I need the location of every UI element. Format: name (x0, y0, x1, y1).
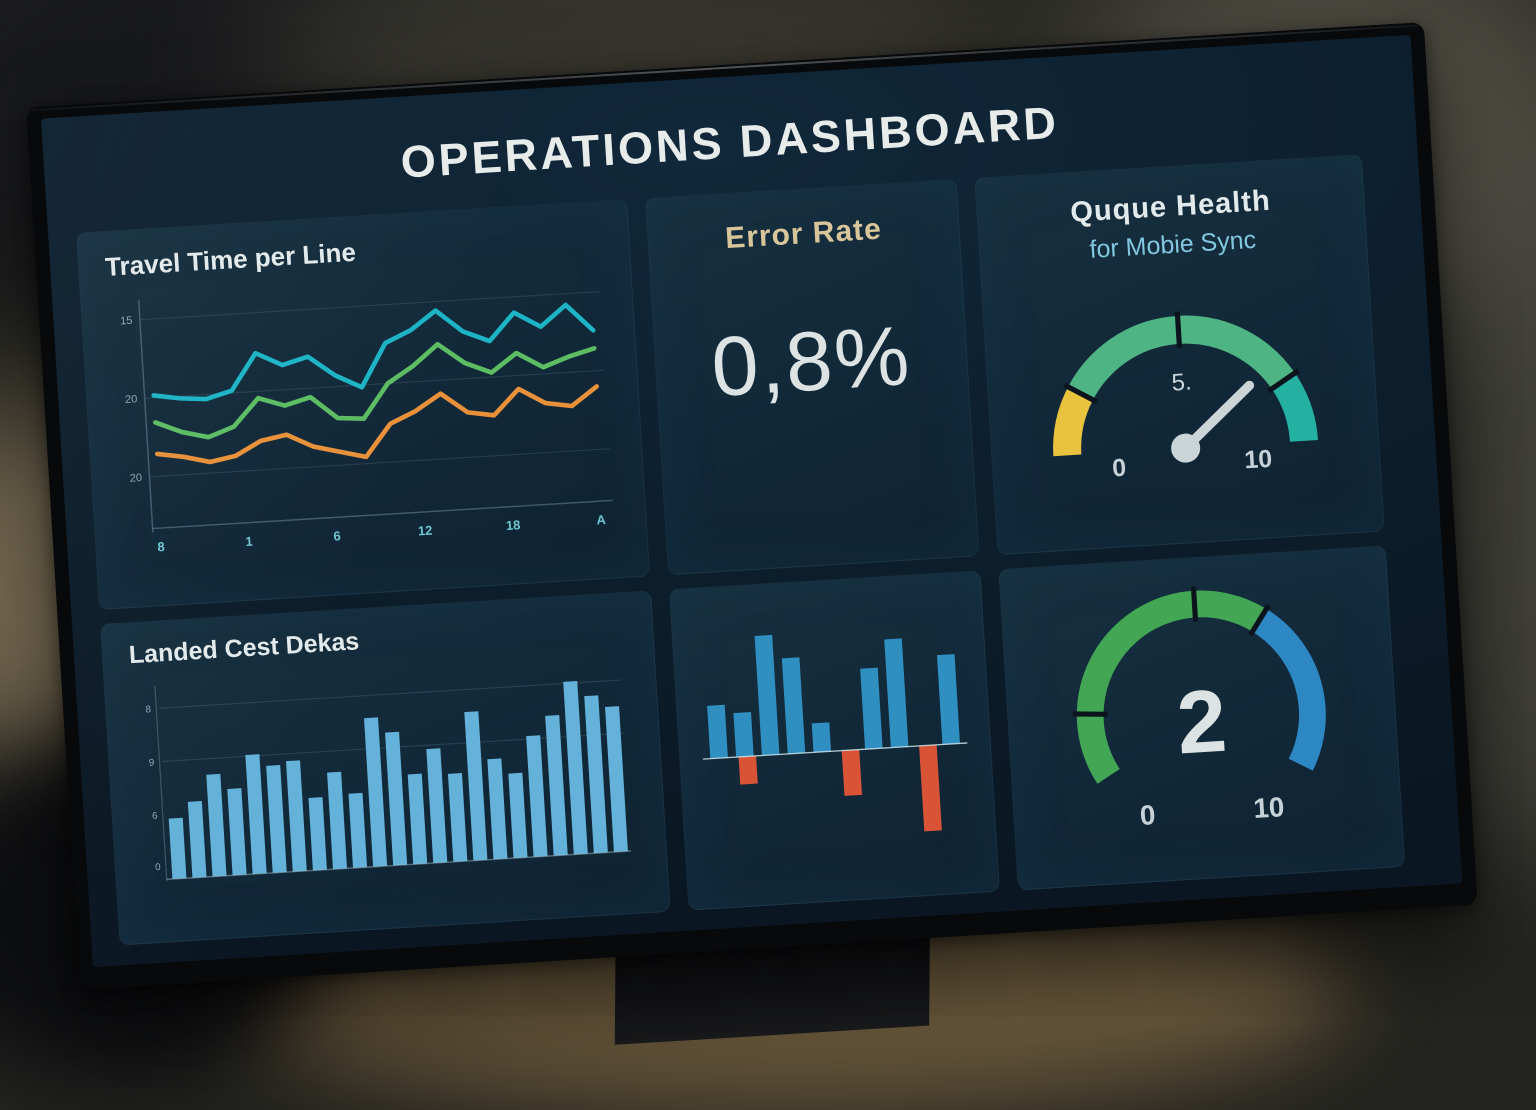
svg-text:8: 8 (145, 704, 151, 715)
panel-deltas (668, 570, 1001, 911)
svg-text:5.: 5. (1170, 368, 1192, 396)
deltas-waterfall-chart (702, 635, 968, 832)
svg-text:9: 9 (148, 758, 154, 769)
svg-text:15: 15 (120, 315, 133, 328)
svg-text:10: 10 (1253, 792, 1286, 825)
error-rate-value: 0,8% (708, 308, 914, 415)
panel-queue-health: Quque Health for Mobie Sync 5. 0 10 (974, 154, 1385, 556)
svg-text:8: 8 (157, 539, 165, 554)
svg-text:0: 0 (1111, 454, 1127, 483)
panel-error-rate: Error Rate 0,8% (644, 178, 980, 576)
panel-travel-time: Travel Time per Line 15 20 20 8 1 6 12 18 A (76, 199, 651, 611)
dashboard-grid: Travel Time per Line 15 20 20 8 1 6 12 18 A Erro… (76, 154, 1406, 946)
svg-text:12: 12 (417, 523, 432, 539)
svg-text:6: 6 (333, 528, 341, 543)
panel-score-gauge: 2 0 10 (998, 545, 1406, 891)
error-rate-title: Error Rate (724, 212, 883, 256)
svg-text:18: 18 (505, 517, 520, 533)
svg-text:20: 20 (130, 472, 143, 485)
score-gauge: 20 10 (1072, 586, 1327, 831)
svg-text:A: A (596, 512, 606, 528)
svg-text:20: 20 (125, 393, 138, 406)
queue-health-gauge: 5. 0 10 (1052, 311, 1318, 483)
svg-text:0: 0 (1139, 799, 1156, 831)
svg-text:10: 10 (1243, 445, 1272, 475)
travel-time-line-chart: 15 20 20 8 1 6 12 18 A (120, 290, 613, 554)
landed-cost-bar-chart: 8 9 6 0 (145, 679, 631, 882)
screen: OPERATIONS DASHBOARD Travel Time per Lin… (41, 34, 1463, 968)
svg-text:2: 2 (1174, 671, 1229, 773)
svg-text:6: 6 (152, 811, 158, 822)
monitor: OPERATIONS DASHBOARD Travel Time per Lin… (26, 22, 1478, 990)
svg-text:0: 0 (155, 862, 162, 873)
svg-text:1: 1 (245, 534, 253, 549)
